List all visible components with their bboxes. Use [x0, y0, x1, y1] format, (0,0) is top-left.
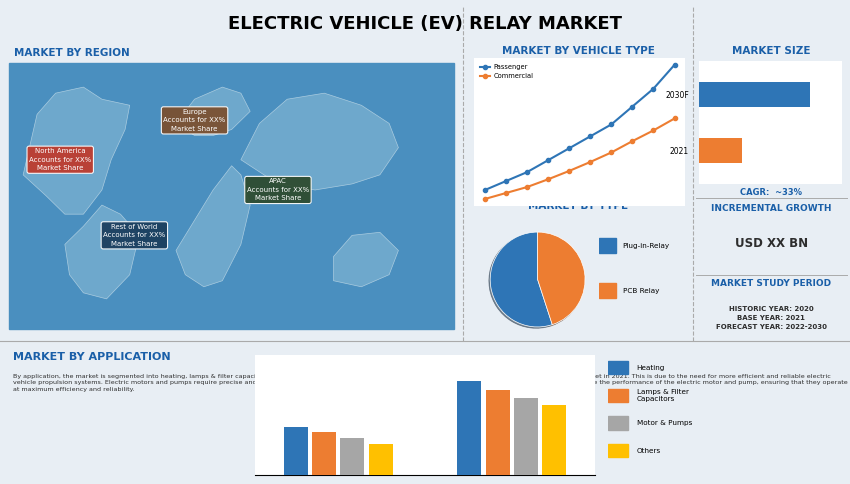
- Passenger: [627, 104, 638, 109]
- Passenger: [606, 121, 616, 127]
- Passenger: [479, 187, 490, 193]
- Passenger: [585, 134, 595, 139]
- Bar: [514, 398, 538, 475]
- Line: Passenger: Passenger: [483, 63, 677, 192]
- Commercial: [670, 116, 680, 121]
- Commercial: [606, 150, 616, 155]
- Commercial: [479, 196, 490, 202]
- Bar: [457, 381, 481, 475]
- Text: Lamps & Filter
Capacitors: Lamps & Filter Capacitors: [637, 389, 688, 402]
- Bar: [599, 238, 616, 254]
- Text: Plug-in-Relay: Plug-in-Relay: [622, 242, 670, 249]
- Commercial: [543, 176, 553, 182]
- Bar: [699, 82, 810, 106]
- Wedge shape: [490, 232, 552, 327]
- Text: Motor & Pumps: Motor & Pumps: [637, 420, 692, 426]
- Text: MARKET SIZE: MARKET SIZE: [732, 46, 811, 56]
- Bar: [599, 283, 616, 299]
- Passenger: [649, 86, 659, 91]
- Commercial: [501, 190, 511, 196]
- Bar: [608, 416, 628, 430]
- Bar: [312, 432, 336, 475]
- Bar: [699, 138, 742, 163]
- Passenger: [501, 178, 511, 184]
- Commercial: [649, 127, 659, 133]
- Passenger: [564, 145, 575, 151]
- Text: MARKET BY APPLICATION: MARKET BY APPLICATION: [13, 351, 170, 362]
- Bar: [485, 390, 510, 475]
- Bar: [369, 444, 393, 475]
- Text: Heating: Heating: [637, 365, 665, 371]
- Commercial: [585, 159, 595, 165]
- Passenger: [543, 157, 553, 163]
- Text: CAGR:  ~33%: CAGR: ~33%: [740, 188, 802, 197]
- Bar: [608, 389, 628, 402]
- Commercial: [522, 184, 532, 190]
- Text: MARKET BY REGION: MARKET BY REGION: [14, 48, 130, 58]
- Bar: [9, 63, 454, 329]
- Wedge shape: [538, 232, 585, 325]
- Bar: [608, 361, 628, 375]
- Passenger: [670, 62, 680, 68]
- Line: Commercial: Commercial: [483, 116, 677, 201]
- Legend: Passenger, Commercial: Passenger, Commercial: [478, 61, 536, 82]
- Text: INCREMENTAL GROWTH: INCREMENTAL GROWTH: [711, 204, 831, 212]
- Text: APAC
Accounts for XX%
Market Share: APAC Accounts for XX% Market Share: [246, 179, 309, 201]
- Text: Rest of World
Accounts for XX%
Market Share: Rest of World Accounts for XX% Market Sh…: [103, 224, 166, 247]
- Bar: [608, 444, 628, 457]
- Text: HISTORIC YEAR: 2020
BASE YEAR: 2021
FORECAST YEAR: 2022-2030: HISTORIC YEAR: 2020 BASE YEAR: 2021 FORE…: [716, 306, 827, 331]
- Text: MARKET STUDY PERIOD: MARKET STUDY PERIOD: [711, 279, 831, 288]
- Bar: [542, 405, 566, 475]
- Text: By application, the market is segmented into heating, lamps & filter capacitors,: By application, the market is segmented …: [13, 374, 847, 392]
- Text: North America
Accounts for XX%
Market Share: North America Accounts for XX% Market Sh…: [29, 148, 91, 171]
- Passenger: [522, 169, 532, 175]
- Text: Others: Others: [637, 448, 661, 454]
- Text: PCB Relay: PCB Relay: [622, 288, 659, 294]
- Bar: [340, 438, 365, 475]
- Text: ELECTRIC VEHICLE (EV) RELAY MARKET: ELECTRIC VEHICLE (EV) RELAY MARKET: [228, 15, 622, 33]
- Commercial: [627, 138, 638, 144]
- Text: MARKET BY VEHICLE TYPE: MARKET BY VEHICLE TYPE: [502, 46, 654, 56]
- Text: Europe
Accounts for XX%
Market Share: Europe Accounts for XX% Market Share: [163, 109, 226, 132]
- Text: MARKET BY TYPE: MARKET BY TYPE: [528, 200, 628, 211]
- Commercial: [564, 168, 575, 174]
- Text: USD XX BN: USD XX BN: [734, 237, 808, 250]
- Bar: [284, 427, 308, 475]
